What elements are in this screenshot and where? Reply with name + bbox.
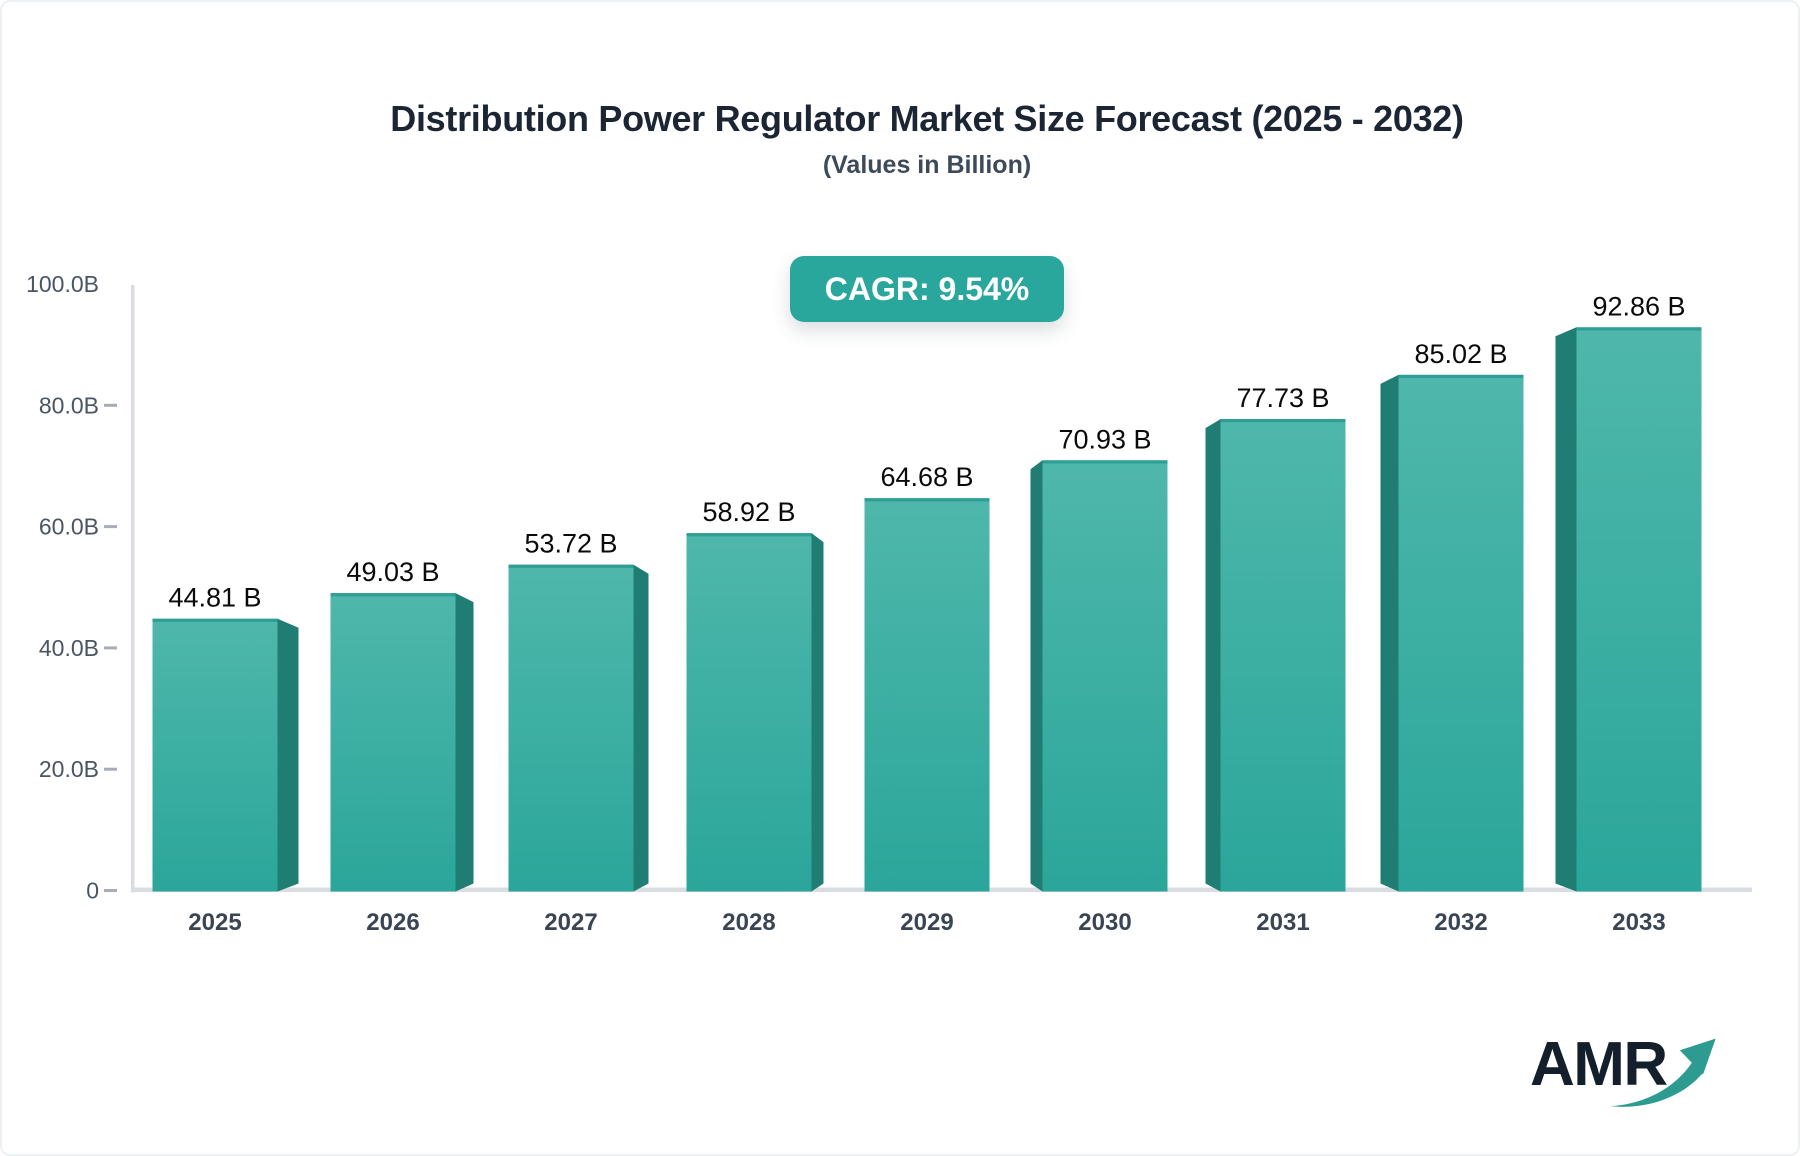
bar [686, 533, 812, 892]
bar-group: 85.02 B 2032 [1380, 339, 1524, 936]
bar-side-face [1030, 460, 1043, 892]
bar [1576, 327, 1702, 892]
cagr-badge: CAGR: 9.54% [790, 256, 1064, 322]
y-tick [104, 646, 117, 650]
y-tick-label: 60.0B [39, 514, 99, 540]
bar-top-edge [330, 593, 456, 597]
y-tick-label: 80.0B [39, 392, 99, 418]
x-category-label: 2030 [1078, 909, 1131, 936]
x-category-label: 2032 [1434, 909, 1487, 936]
amr-logo-text: AMR [1530, 1030, 1668, 1099]
bar-top-edge [1398, 374, 1524, 379]
bar-top-edge [1220, 419, 1346, 423]
bar [1220, 419, 1346, 892]
bar-value-label: 70.93 B [1058, 424, 1151, 454]
trending-up-arrow-icon [1610, 1038, 1716, 1107]
bar-group: 92.86 B 2033 [1555, 291, 1702, 936]
y-tick-label: 100.0B [26, 271, 99, 297]
y-tick-label: 0 [86, 878, 99, 904]
bar-value-label: 64.68 B [880, 462, 973, 492]
chart-subtitle: (Values in Billion) [822, 151, 1032, 179]
x-category-label: 2025 [188, 909, 241, 936]
y-axis-line [131, 285, 135, 893]
page-title: Distribution Power Regulator Market Size… [390, 98, 1464, 139]
bar-group: 53.72 B 2027 [508, 529, 649, 936]
bar [508, 564, 634, 892]
bar-top-edge [1576, 327, 1702, 331]
bar-side-face [633, 564, 649, 892]
bar-side-face [1555, 327, 1577, 892]
y-tick [104, 889, 117, 892]
x-category-label: 2028 [722, 909, 775, 936]
x-category-label: 2029 [900, 909, 953, 936]
bar-top-edge [686, 533, 812, 537]
y-tick [104, 525, 117, 529]
bar-value-label: 53.72 B [524, 529, 617, 559]
bar-group: 70.93 B 2030 [1030, 424, 1168, 936]
x-category-label: 2027 [544, 909, 597, 936]
bar-value-label: 85.02 B [1414, 339, 1507, 369]
bar-value-label: 44.81 B [168, 583, 261, 613]
bar-top-edge [864, 498, 990, 502]
bar-side-face [1205, 419, 1221, 892]
bar-group: 44.81 B 2025 [152, 583, 299, 936]
amr-logo: AMR [1530, 1032, 1740, 1122]
x-category-label: 2026 [366, 909, 419, 936]
bar-top-edge [152, 618, 278, 622]
bar [330, 593, 456, 892]
bar [864, 498, 990, 892]
y-tick-label: 20.0B [39, 756, 99, 782]
bar [1398, 374, 1524, 892]
bar-value-label: 77.73 B [1236, 383, 1329, 413]
bar-top-edge [508, 564, 634, 568]
y-tick [104, 403, 117, 407]
bar-value-label: 92.86 B [1592, 291, 1685, 321]
y-tick-label: 40.0B [39, 635, 99, 661]
y-tick [104, 767, 117, 771]
bar [152, 618, 278, 892]
bar-value-label: 49.03 B [346, 557, 439, 587]
bar [1042, 460, 1168, 892]
bar-side-face [455, 593, 474, 892]
bar-side-face [277, 618, 299, 892]
cagr-badge-label: CAGR: 9.54% [824, 270, 1030, 307]
bar-group: 64.68 B 2029 [864, 462, 990, 936]
bar-top-edge [1042, 460, 1168, 464]
x-category-label: 2033 [1612, 909, 1665, 936]
bar-side-face [811, 533, 824, 892]
bar-group: 77.73 B 2031 [1205, 383, 1346, 936]
bar-group: 49.03 B 2026 [330, 557, 474, 936]
bar-value-label: 58.92 B [702, 497, 795, 527]
bar-side-face [1380, 374, 1399, 892]
bar-group: 58.92 B 2028 [686, 497, 824, 936]
x-category-label: 2031 [1256, 909, 1309, 936]
